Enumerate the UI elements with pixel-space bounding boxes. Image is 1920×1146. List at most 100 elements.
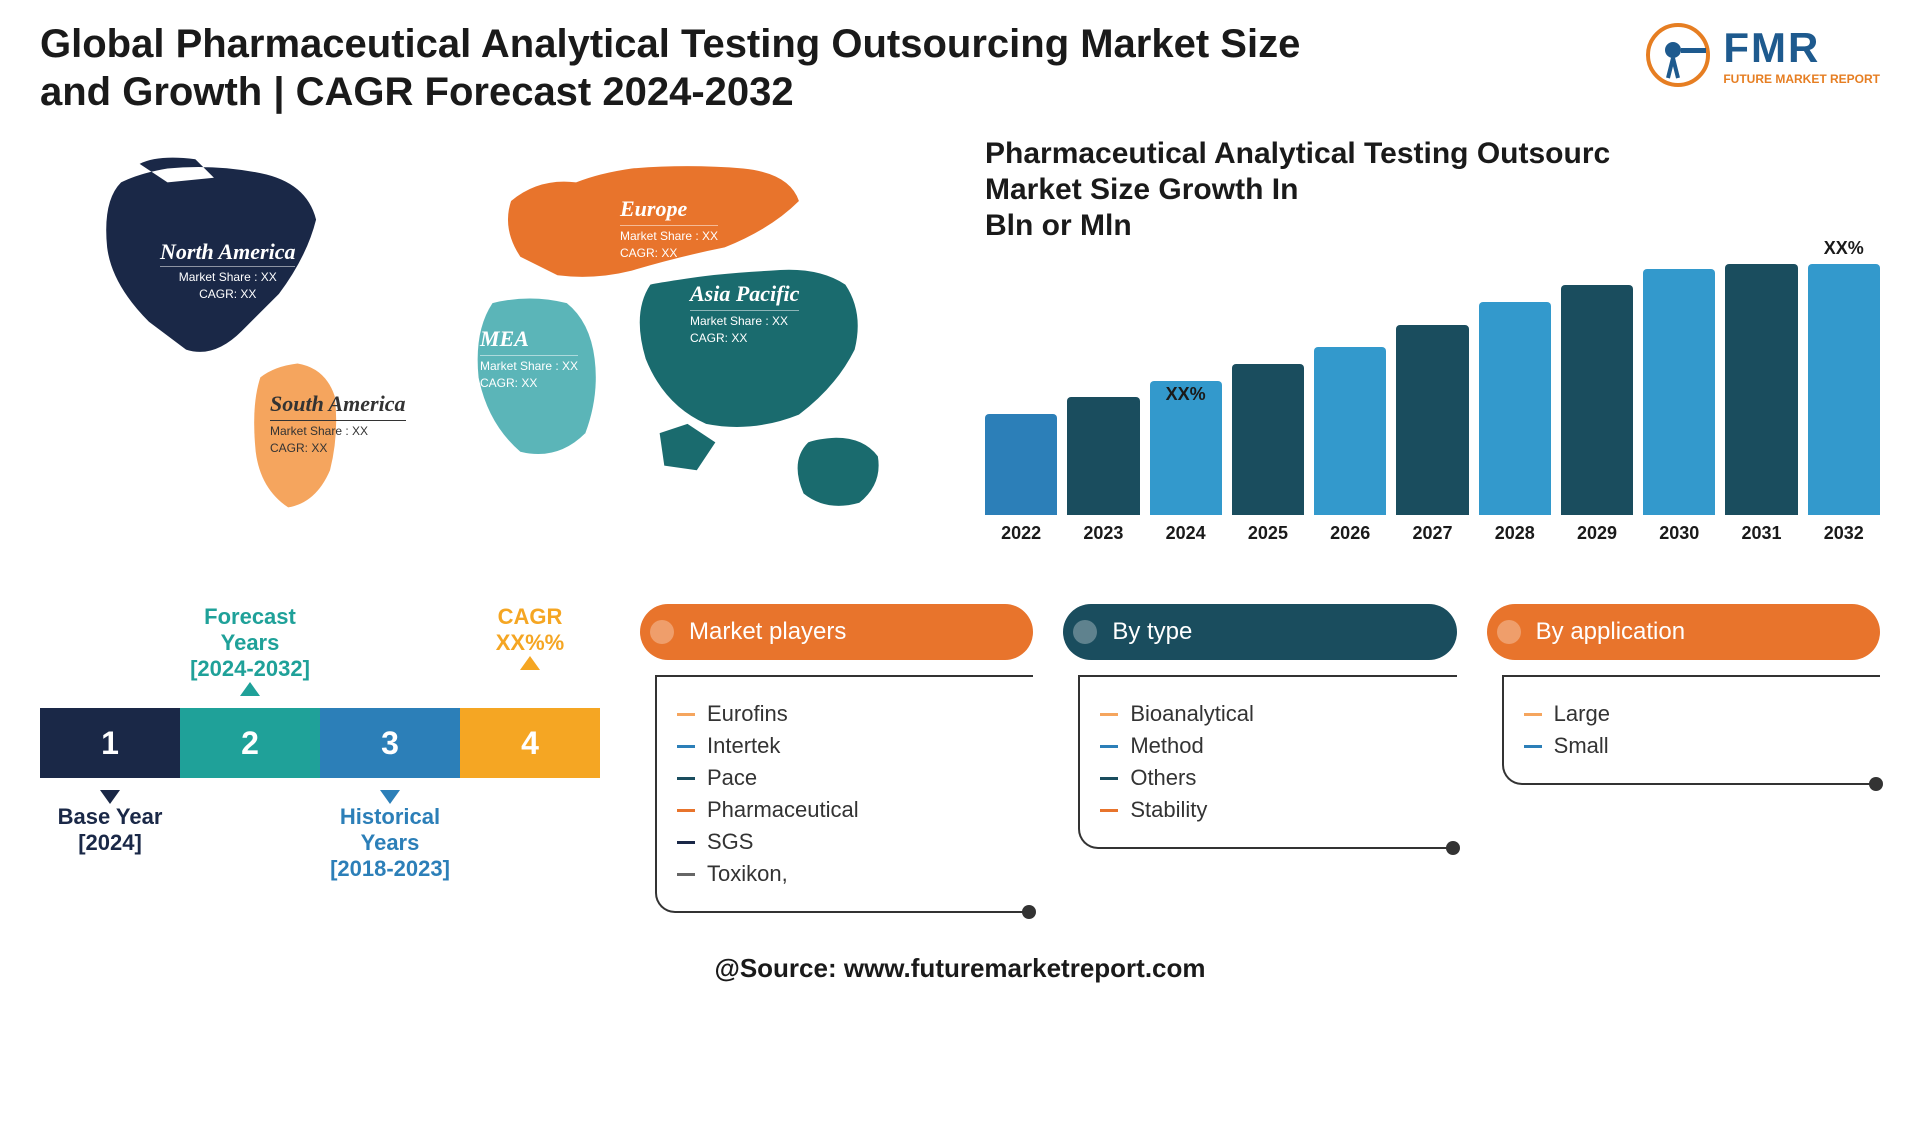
dot-icon: [1497, 620, 1521, 644]
source-attribution: @Source: www.futuremarketreport.com: [40, 953, 1880, 984]
tick-icon: [677, 841, 695, 844]
bar-year-label: 2030: [1659, 523, 1699, 544]
category-bracket: Bioanalytical Method Others Stability: [1078, 675, 1456, 849]
timeline-bot-sub: [2018-2023]: [320, 856, 460, 882]
category-item-label: Others: [1130, 765, 1196, 791]
bar-year-label: 2024: [1166, 523, 1206, 544]
category-title: Market players: [689, 618, 846, 646]
bar: [1643, 269, 1715, 515]
category-item-label: Small: [1554, 733, 1609, 759]
region-na-name: North America: [160, 241, 295, 263]
bar-year-label: 2032: [1824, 523, 1864, 544]
region-sa-name: South America: [270, 391, 406, 417]
category-item-label: Toxikon,: [707, 861, 788, 887]
region-sa-share: Market Share : XX: [270, 420, 406, 438]
category-item-label: Stability: [1130, 797, 1207, 823]
category-item-label: SGS: [707, 829, 753, 855]
category-title: By type: [1112, 618, 1192, 646]
category-bracket: Eurofins Intertek Pace Pharmaceutical SGS Tox…: [655, 675, 1033, 913]
tick-icon: [677, 873, 695, 876]
bar-2031: 2031: [1725, 264, 1797, 544]
bar-2027: 2027: [1396, 264, 1468, 544]
category-item: Toxikon,: [677, 861, 1023, 887]
bar-2024: XX% 2024: [1150, 264, 1222, 544]
tick-icon: [1524, 713, 1542, 716]
dot-icon: [1073, 620, 1097, 644]
timeline-segment-2: 2: [180, 708, 320, 778]
region-eu-cagr: CAGR: XX: [620, 246, 718, 260]
timeline-top-sub: XX%%: [460, 630, 600, 656]
bar-year-label: 2025: [1248, 523, 1288, 544]
arrow-down-icon: [380, 790, 400, 804]
bar-year-label: 2031: [1742, 523, 1782, 544]
region-eu-share: Market Share : XX: [620, 225, 718, 243]
category-item: Stability: [1100, 797, 1446, 823]
category-item: Method: [1100, 733, 1446, 759]
region-mea-share: Market Share : XX: [480, 355, 578, 373]
category-header: By application: [1487, 604, 1880, 660]
page-title: Global Pharmaceutical Analytical Testing…: [40, 20, 1340, 116]
category-item: Pharmaceutical: [677, 797, 1023, 823]
bar: [1561, 285, 1633, 515]
bar-label-2024: XX%: [1166, 384, 1206, 405]
bar-2025: 2025: [1232, 264, 1304, 544]
growth-chart: Pharmaceutical Analytical Testing Outsou…: [975, 136, 1880, 544]
category-item: Small: [1524, 733, 1870, 759]
arrow-up-icon: [520, 656, 540, 670]
bar-2032: XX%2032: [1808, 264, 1880, 544]
chart-title: Pharmaceutical Analytical Testing Outsou…: [985, 136, 1880, 244]
category-market-players: Market players Eurofins Intertek Pace Pharma…: [640, 604, 1033, 913]
bar: [1808, 264, 1880, 515]
bar-year-label: 2028: [1495, 523, 1535, 544]
tick-icon: [677, 777, 695, 780]
category-item-label: Bioanalytical: [1130, 701, 1254, 727]
category-item: SGS: [677, 829, 1023, 855]
timeline-bot-title: Base Year: [40, 804, 180, 830]
bar: [1396, 325, 1468, 515]
bar: [1314, 347, 1386, 515]
region-mea-cagr: CAGR: XX: [480, 376, 578, 390]
bar-2022: 2022: [985, 264, 1057, 544]
bar: [985, 414, 1057, 515]
category-item-label: Large: [1554, 701, 1610, 727]
timeline-segment-3: 3: [320, 708, 460, 778]
category-item-label: Pace: [707, 765, 757, 791]
bar-2023: 2023: [1067, 264, 1139, 544]
tick-icon: [1100, 713, 1118, 716]
bar-label-2032: XX%: [1824, 238, 1864, 259]
category-item-label: Eurofins: [707, 701, 788, 727]
tick-icon: [1100, 745, 1118, 748]
logo-icon: [1643, 20, 1713, 90]
region-sa-cagr: CAGR: XX: [270, 441, 406, 455]
category-item: Pace: [677, 765, 1023, 791]
region-eu-name: Europe: [620, 196, 718, 222]
timeline-top-sub: [2024-2032]: [180, 656, 320, 682]
region-ap-share: Market Share : XX: [690, 310, 799, 328]
bar-2030: 2030: [1643, 264, 1715, 544]
region-mea-name: MEA: [480, 326, 578, 352]
dot-icon: [650, 620, 674, 644]
bar-year-label: 2023: [1083, 523, 1123, 544]
category-header: By type: [1063, 604, 1456, 660]
tick-icon: [1524, 745, 1542, 748]
bar-2026: 2026: [1314, 264, 1386, 544]
timeline-top-title: Forecast Years: [180, 604, 320, 656]
category-by-application: By application Large Small: [1487, 604, 1880, 913]
category-title: By application: [1536, 618, 1685, 646]
timeline-segment-1: 1: [40, 708, 180, 778]
bar-year-label: 2027: [1412, 523, 1452, 544]
category-item-label: Intertek: [707, 733, 780, 759]
timeline-top-title: CAGR: [460, 604, 600, 630]
bar: [1067, 397, 1139, 515]
bar: [1725, 264, 1797, 515]
region-na-share: Market Share : XX: [160, 266, 295, 284]
category-bracket: Large Small: [1502, 675, 1880, 785]
tick-icon: [1100, 777, 1118, 780]
arrow-down-icon: [100, 790, 120, 804]
logo: FMR FUTURE MARKET REPORT: [1643, 20, 1880, 90]
tick-icon: [677, 809, 695, 812]
tick-icon: [677, 713, 695, 716]
category-item: Intertek: [677, 733, 1023, 759]
bar-2028: 2028: [1479, 264, 1551, 544]
tick-icon: [677, 745, 695, 748]
